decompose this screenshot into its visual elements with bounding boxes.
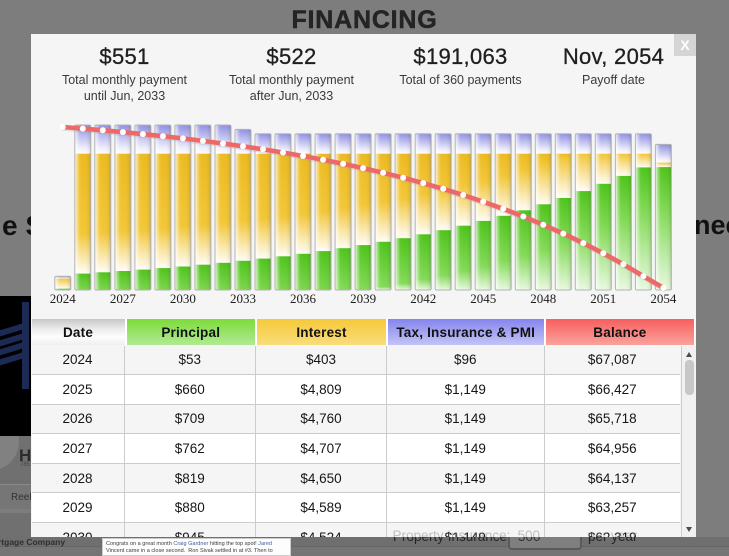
svg-text:2051: 2051 (590, 291, 616, 306)
svg-text:2039: 2039 (350, 291, 376, 306)
svg-text:2042: 2042 (410, 291, 436, 306)
svg-text:2033: 2033 (230, 291, 256, 306)
svg-text:2027: 2027 (109, 291, 135, 306)
svg-text:2036: 2036 (290, 291, 317, 306)
svg-text:2048: 2048 (530, 291, 556, 306)
svg-text:2054: 2054 (650, 291, 677, 306)
svg-text:2030: 2030 (169, 291, 195, 306)
svg-text:2024: 2024 (49, 291, 76, 306)
svg-text:2045: 2045 (470, 291, 496, 306)
